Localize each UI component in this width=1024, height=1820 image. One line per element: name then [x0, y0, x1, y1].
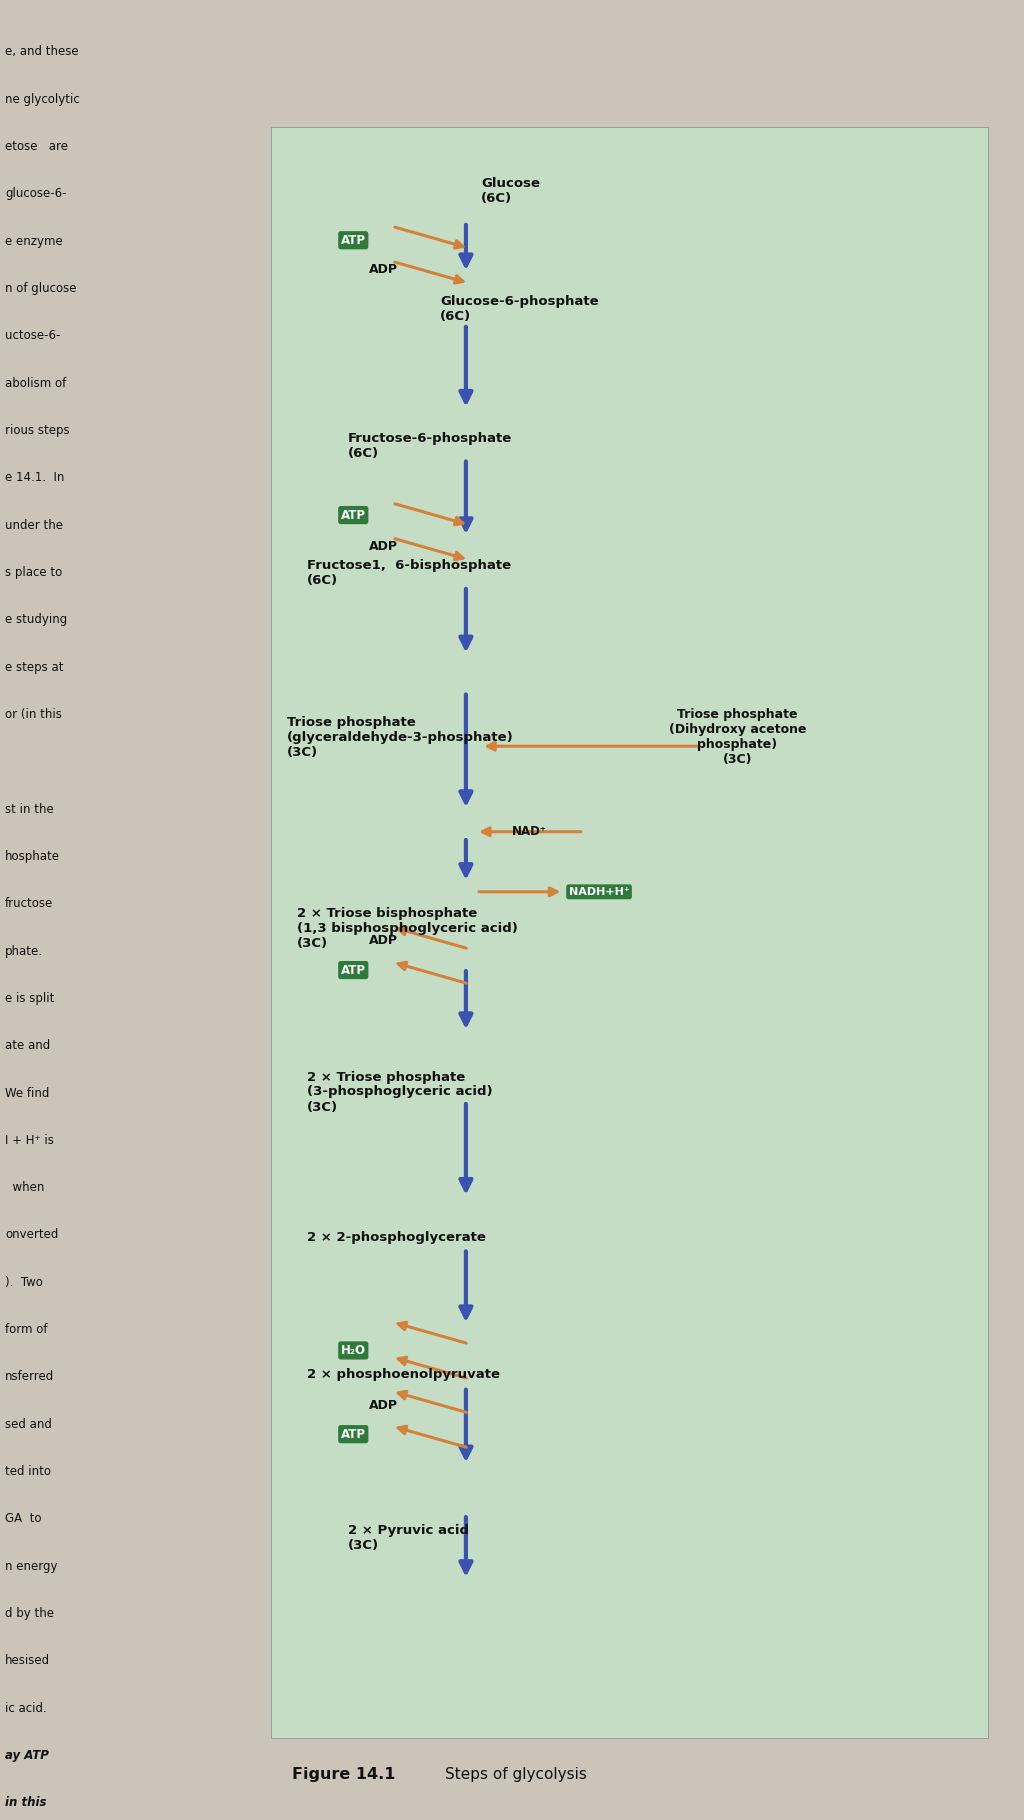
Text: Triose phosphate
(glyceraldehyde-3-phosphate)
(3C): Triose phosphate (glyceraldehyde-3-phosp…: [287, 715, 513, 759]
Text: Figure 14.1: Figure 14.1: [292, 1767, 395, 1782]
FancyBboxPatch shape: [271, 127, 988, 1738]
Text: st in the: st in the: [5, 803, 54, 815]
Text: ATP: ATP: [341, 1427, 366, 1441]
Text: in this: in this: [5, 1796, 47, 1809]
Text: 2 × phosphoenolpyruvate: 2 × phosphoenolpyruvate: [307, 1367, 500, 1381]
Text: ADP: ADP: [369, 539, 397, 553]
Text: NADH+H⁺: NADH+H⁺: [568, 886, 630, 897]
Text: n of glucose: n of glucose: [5, 282, 77, 295]
Text: e is split: e is split: [5, 992, 54, 1005]
Text: ).  Two: ). Two: [5, 1276, 43, 1289]
Text: GA  to: GA to: [5, 1512, 42, 1525]
Text: ate and: ate and: [5, 1039, 50, 1052]
Text: hesised: hesised: [5, 1654, 50, 1667]
Text: e steps at: e steps at: [5, 661, 63, 673]
Text: ATP: ATP: [341, 233, 366, 248]
Text: ay ATP: ay ATP: [5, 1749, 49, 1762]
Text: onverted: onverted: [5, 1228, 58, 1241]
Text: 2 × Triose phosphate
(3-phosphoglyceric acid)
(3C): 2 × Triose phosphate (3-phosphoglyceric …: [307, 1070, 493, 1114]
Text: uctose-6-: uctose-6-: [5, 329, 60, 342]
Text: Steps of glycolysis: Steps of glycolysis: [445, 1767, 588, 1782]
Text: ADP: ADP: [369, 262, 397, 277]
Text: when: when: [5, 1181, 44, 1194]
Text: We find: We find: [5, 1087, 49, 1099]
Text: glucose-6-: glucose-6-: [5, 187, 67, 200]
Text: sed and: sed and: [5, 1418, 52, 1431]
Text: NAD⁺: NAD⁺: [512, 824, 547, 839]
Text: rious steps: rious steps: [5, 424, 70, 437]
Text: ADP: ADP: [369, 934, 397, 948]
Text: ic acid.: ic acid.: [5, 1702, 47, 1714]
Text: e enzyme: e enzyme: [5, 235, 62, 248]
Text: ne glycolytic: ne glycolytic: [5, 93, 80, 106]
Text: Glucose-6-phosphate
(6C): Glucose-6-phosphate (6C): [440, 295, 599, 324]
Text: ted into: ted into: [5, 1465, 51, 1478]
Text: hosphate: hosphate: [5, 850, 60, 863]
Text: ATP: ATP: [341, 508, 366, 522]
Text: 2 × Pyruvic acid
(3C): 2 × Pyruvic acid (3C): [348, 1523, 469, 1552]
Text: under the: under the: [5, 519, 63, 531]
Text: s place to: s place to: [5, 566, 62, 579]
Text: Triose phosphate
(Dihydroxy acetone
phosphate)
(3C): Triose phosphate (Dihydroxy acetone phos…: [669, 708, 806, 766]
Text: d by the: d by the: [5, 1607, 54, 1620]
Text: etose   are: etose are: [5, 140, 69, 153]
Text: Fructose-6-phosphate
(6C): Fructose-6-phosphate (6C): [348, 431, 512, 460]
Text: Glucose
(6C): Glucose (6C): [481, 177, 541, 206]
Text: I + H⁺ is: I + H⁺ is: [5, 1134, 54, 1147]
Text: e studying: e studying: [5, 613, 68, 626]
Text: fructose: fructose: [5, 897, 53, 910]
Text: or (in this: or (in this: [5, 708, 62, 721]
Text: form of: form of: [5, 1323, 48, 1336]
Text: Fructose1,  6-bisphosphate
(6C): Fructose1, 6-bisphosphate (6C): [307, 559, 511, 588]
Text: 2 × 2-phosphoglycerate: 2 × 2-phosphoglycerate: [307, 1230, 486, 1245]
Text: H₂O: H₂O: [341, 1343, 366, 1358]
Text: 2 × Triose bisphosphate
(1,3 bisphosphoglyceric acid)
(3C): 2 × Triose bisphosphate (1,3 bisphosphog…: [297, 906, 518, 950]
Text: phate.: phate.: [5, 945, 43, 957]
Text: e, and these: e, and these: [5, 46, 79, 58]
Text: nsferred: nsferred: [5, 1370, 54, 1383]
Text: e 14.1.  In: e 14.1. In: [5, 471, 65, 484]
Text: n energy: n energy: [5, 1560, 57, 1572]
Text: ADP: ADP: [369, 1398, 397, 1412]
Text: abolism of: abolism of: [5, 377, 67, 389]
Text: ATP: ATP: [341, 963, 366, 977]
